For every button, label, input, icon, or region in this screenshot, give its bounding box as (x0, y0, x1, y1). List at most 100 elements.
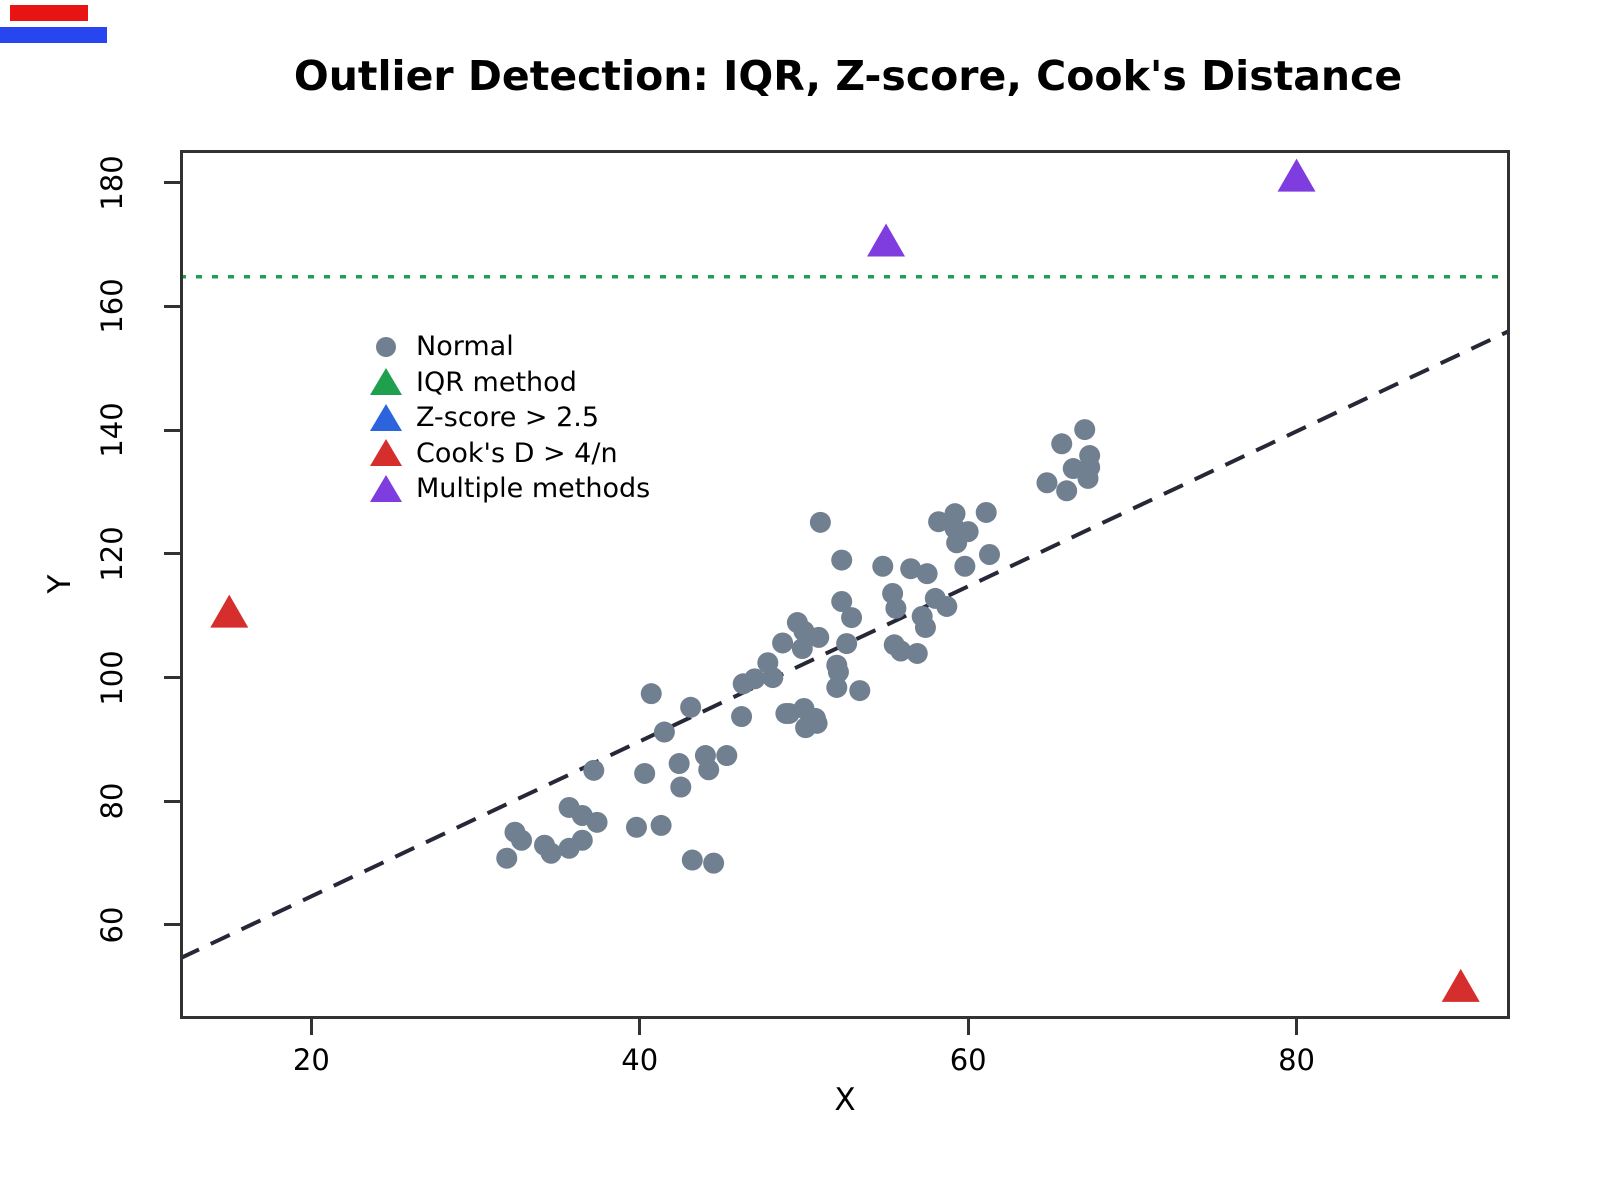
normal-point (680, 696, 702, 718)
normal-point (1056, 480, 1078, 502)
plot-area: Normal IQR method Z-score > 2.5 Cook's D > … (180, 150, 1510, 1019)
plot-canvas (180, 150, 1510, 1019)
normal-point (827, 661, 849, 683)
normal-point (841, 607, 863, 629)
y-tick (164, 799, 180, 803)
legend-item-zscore: Z-score > 2.5 (368, 400, 650, 436)
normal-point (681, 849, 703, 871)
normal-point (586, 811, 608, 833)
outlier-cook-point (1441, 968, 1480, 1002)
screen-artifact-red-bar (10, 5, 88, 21)
normal-point (716, 745, 738, 767)
y-tick-label: 160 (95, 278, 129, 335)
normal-point (540, 842, 562, 864)
cook-legend-triangle-icon (370, 439, 402, 467)
normal-point (1074, 419, 1096, 441)
legend-label: IQR method (416, 366, 577, 398)
normal-point (890, 640, 912, 662)
normal-point (831, 591, 853, 613)
normal-point (826, 676, 848, 698)
normal-point (804, 707, 826, 729)
x-tick (638, 1019, 642, 1035)
legend-label: Multiple methods (416, 473, 651, 505)
normal-point (809, 511, 831, 533)
normal-point (1077, 467, 1099, 489)
legend-item-multiple: Multiple methods (368, 471, 650, 507)
y-tick (164, 428, 180, 432)
normal-point (808, 626, 830, 648)
legend-label: Normal (416, 331, 514, 363)
normal-point (914, 616, 936, 638)
y-tick (164, 181, 180, 185)
normal-point (1062, 458, 1084, 480)
y-tick-label: 120 (95, 526, 129, 582)
normal-point (944, 503, 966, 525)
y-tick (164, 676, 180, 680)
screen-artifact-blue-bar (0, 27, 107, 43)
outlier-multiple-point (1277, 158, 1316, 192)
normal-point (1051, 433, 1073, 455)
normal-point (1036, 472, 1058, 494)
zscore-legend-triangle-icon (370, 403, 402, 431)
normal-point (511, 829, 533, 851)
normal-point (653, 721, 675, 743)
normal-point (900, 558, 922, 580)
regression-line (180, 328, 1510, 961)
y-axis-label: Y (42, 574, 78, 594)
normal-point (668, 753, 690, 775)
multiple-legend-triangle-icon (370, 474, 402, 502)
normal-point (975, 501, 997, 523)
normal-point (744, 668, 766, 690)
normal-point (703, 852, 725, 874)
normal-point (916, 563, 938, 585)
iqr-legend-triangle-icon (370, 368, 402, 396)
legend-item-iqr: IQR method (368, 365, 650, 401)
x-tick (1295, 1019, 1299, 1035)
normal-point (670, 776, 692, 798)
normal-point (650, 814, 672, 836)
x-tick (966, 1019, 970, 1035)
outlier-multiple-point (867, 223, 906, 257)
normal-point (885, 597, 907, 619)
y-tick-label: 80 (95, 782, 129, 820)
y-tick (164, 304, 180, 308)
normal-point (583, 759, 605, 781)
y-tick-label: 180 (95, 155, 129, 211)
x-tick-label: 20 (292, 1043, 330, 1077)
normal-point (906, 642, 928, 664)
y-tick-label: 140 (95, 402, 129, 458)
y-tick-label: 100 (95, 649, 129, 706)
normal-point (836, 633, 858, 655)
normal-point (928, 511, 950, 533)
normal-point (571, 829, 593, 851)
normal-point (791, 638, 813, 660)
normal-point (640, 683, 662, 705)
normal-point (936, 595, 958, 617)
normal-point (872, 555, 894, 577)
x-axis-label: X (834, 1082, 856, 1118)
legend-label: Z-score > 2.5 (416, 402, 600, 434)
normal-point (625, 816, 647, 838)
x-tick-label: 60 (949, 1043, 987, 1077)
y-tick-label: 60 (95, 906, 129, 944)
y-tick (164, 923, 180, 927)
legend-item-cook: Cook's D > 4/n (368, 436, 650, 472)
x-tick-label: 80 (1278, 1043, 1315, 1077)
normal-point (731, 706, 753, 728)
chart-title: Outlier Detection: IQR, Z-score, Cook's … (293, 52, 1403, 100)
normal-legend-dot-icon (376, 336, 396, 357)
normal-point (496, 847, 518, 869)
legend-item-normal: Normal (368, 329, 650, 365)
legend-label: Cook's D > 4/n (416, 437, 618, 469)
normal-point (849, 680, 871, 702)
outlier-cook-point (210, 594, 249, 628)
normal-point (772, 632, 794, 654)
normal-point (978, 544, 1000, 566)
normal-point (946, 532, 968, 554)
y-tick (164, 552, 180, 556)
normal-point (757, 652, 779, 674)
normal-point (954, 555, 976, 577)
normal-point (831, 549, 853, 571)
x-tick-label: 40 (621, 1043, 659, 1077)
plot-frame (180, 150, 1510, 1019)
